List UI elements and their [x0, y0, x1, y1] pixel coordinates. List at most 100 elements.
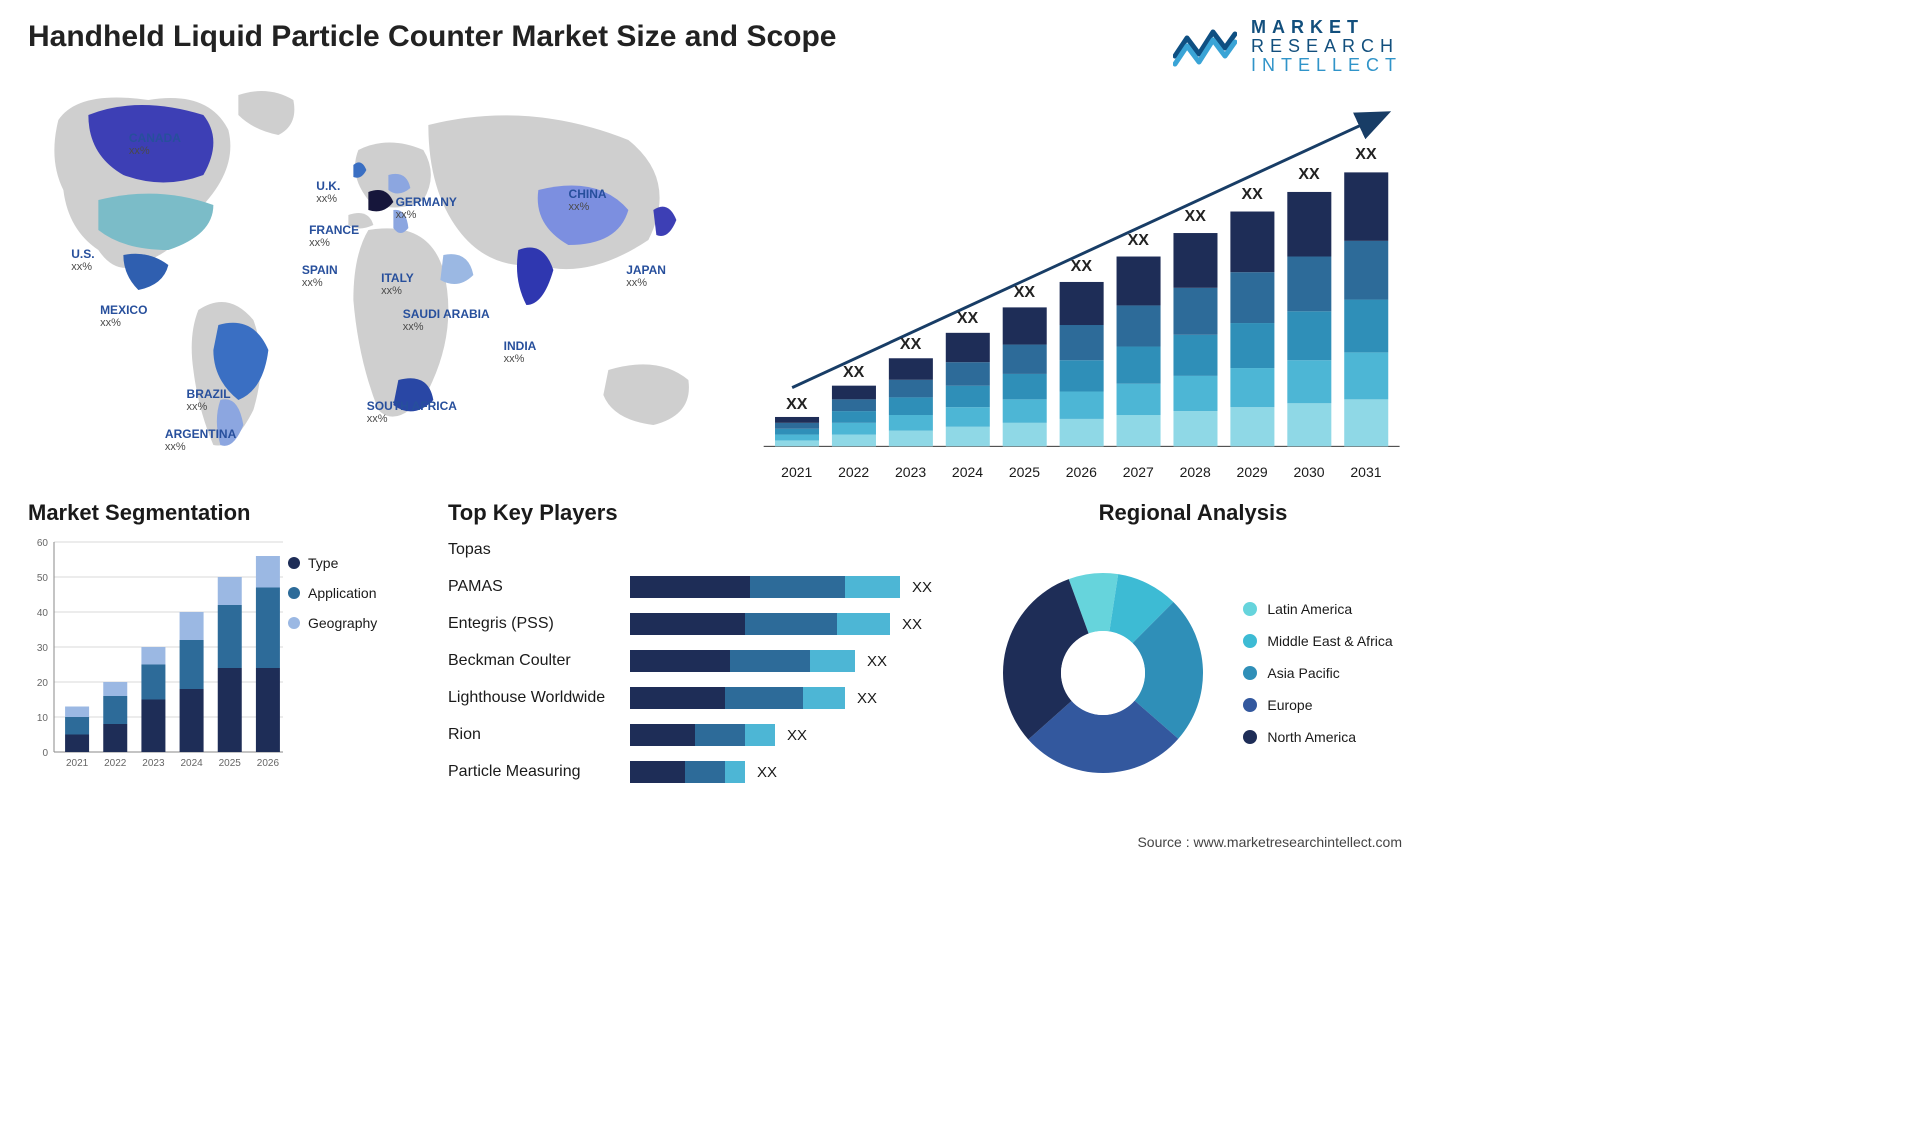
segmentation-title: Market Segmentation [28, 500, 418, 526]
growth-bar-label-2027: XX [1128, 232, 1149, 250]
logo-mark-icon [1173, 24, 1237, 68]
map-label-u-k-: U.K.xx% [316, 180, 340, 205]
player-name: Entegris (PSS) [448, 615, 618, 633]
player-value: XX [757, 764, 787, 781]
player-value: XX [912, 579, 942, 596]
map-label-italy: ITALYxx% [381, 272, 414, 297]
growth-bar-label-2031: XX [1355, 146, 1376, 164]
player-bar [630, 687, 845, 709]
growth-year-2022: 2022 [838, 464, 869, 480]
growth-chart: XX 2021 XX 2022 XX 2023 XX 2024 XX 2025 XX 2026 XX 20… [749, 80, 1414, 480]
player-row: Rion XX [448, 721, 942, 749]
growth-bar-label-2022: XX [843, 364, 864, 382]
svg-text:40: 40 [37, 608, 49, 619]
growth-bar-label-2028: XX [1185, 208, 1206, 226]
source-attribution: Source : www.marketresearchintellect.com [1137, 834, 1402, 850]
player-row: Entegris (PSS) XX [448, 610, 942, 638]
growth-year-2031: 2031 [1350, 464, 1381, 480]
svg-text:50: 50 [37, 573, 49, 584]
map-label-brazil: BRAZILxx% [187, 388, 231, 413]
growth-bar-label-2023: XX [900, 336, 921, 354]
growth-year-2028: 2028 [1180, 464, 1211, 480]
svg-text:2022: 2022 [104, 758, 127, 769]
regional-panel: Regional Analysis Latin America Middle Ea… [972, 500, 1414, 810]
growth-year-2030: 2030 [1293, 464, 1324, 480]
map-label-saudi-arabia: SAUDI ARABIAxx% [403, 308, 490, 333]
segmentation-legend-item: Geography [288, 615, 377, 631]
svg-text:2026: 2026 [257, 758, 280, 769]
svg-text:0: 0 [42, 748, 48, 759]
svg-text:2025: 2025 [219, 758, 242, 769]
players-list: TopasPAMASXXEntegris (PSS)XXBeckman Coul… [448, 536, 942, 786]
player-bar [630, 724, 775, 746]
player-value: XX [902, 616, 932, 633]
svg-text:2024: 2024 [180, 758, 203, 769]
growth-bar-label-2030: XX [1298, 166, 1319, 184]
svg-text:30: 30 [37, 643, 49, 654]
growth-year-2024: 2024 [952, 464, 983, 480]
player-row: Lighthouse Worldwide XX [448, 684, 942, 712]
players-panel: Top Key Players TopasPAMASXXEntegris (PS… [448, 500, 942, 810]
map-label-argentina: ARGENTINAxx% [165, 428, 236, 453]
map-label-france: FRANCExx% [309, 224, 359, 249]
regional-legend-item: Europe [1243, 697, 1392, 713]
segmentation-chart: 0 10 20 30 40 50 60 2021 2022 2023 2024 2025 2026 [28, 536, 283, 776]
regional-legend-item: Latin America [1243, 601, 1392, 617]
svg-text:20: 20 [37, 678, 49, 689]
svg-text:10: 10 [37, 713, 49, 724]
map-label-spain: SPAINxx% [302, 264, 338, 289]
player-value: XX [857, 690, 887, 707]
regional-donut-chart [993, 563, 1213, 783]
player-bar [630, 650, 855, 672]
regional-title: Regional Analysis [972, 500, 1414, 526]
player-row: Beckman Coulter XX [448, 647, 942, 675]
segmentation-legend: Type Application Geography [288, 555, 377, 631]
player-name: PAMAS [448, 578, 618, 596]
player-name: Beckman Coulter [448, 652, 618, 670]
growth-year-2023: 2023 [895, 464, 926, 480]
logo-text-1: MARKET [1251, 18, 1402, 37]
world-map: CANADAxx%U.S.xx%MEXICOxx%BRAZILxx%ARGENT… [28, 80, 749, 480]
player-bar [630, 613, 890, 635]
logo-text-2: RESEARCH [1251, 37, 1402, 56]
player-row: Topas [448, 536, 942, 564]
player-name: Particle Measuring [448, 763, 618, 781]
regional-legend-item: North America [1243, 729, 1392, 745]
growth-year-2021: 2021 [781, 464, 812, 480]
brand-logo: MARKET RESEARCH INTELLECT [1173, 18, 1402, 75]
segmentation-legend-item: Type [288, 555, 377, 571]
growth-bar-label-2026: XX [1071, 258, 1092, 276]
growth-year-2026: 2026 [1066, 464, 1097, 480]
map-label-south-africa: SOUTH AFRICAxx% [367, 400, 457, 425]
growth-bar-label-2025: XX [1014, 284, 1035, 302]
growth-year-2025: 2025 [1009, 464, 1040, 480]
growth-bar-label-2029: XX [1241, 186, 1262, 204]
logo-text-3: INTELLECT [1251, 56, 1402, 75]
svg-text:60: 60 [37, 538, 49, 549]
growth-bar-label-2021: XX [786, 396, 807, 414]
player-name: Topas [448, 541, 618, 559]
player-bar [630, 576, 900, 598]
page: Handheld Liquid Particle Counter Market … [0, 0, 1442, 860]
map-label-germany: GERMANYxx% [396, 196, 457, 221]
growth-year-2029: 2029 [1237, 464, 1268, 480]
players-title: Top Key Players [448, 500, 942, 526]
svg-text:2021: 2021 [66, 758, 89, 769]
map-label-japan: JAPANxx% [626, 264, 666, 289]
segmentation-legend-item: Application [288, 585, 377, 601]
player-value: XX [867, 653, 897, 670]
svg-text:2023: 2023 [142, 758, 165, 769]
growth-bar-label-2024: XX [957, 310, 978, 328]
map-label-canada: CANADAxx% [129, 132, 181, 157]
segmentation-panel: Market Segmentation 0 10 20 30 40 50 60 2021 202… [28, 500, 418, 810]
player-row: PAMAS XX [448, 573, 942, 601]
player-value: XX [787, 727, 817, 744]
player-name: Lighthouse Worldwide [448, 689, 618, 707]
regional-legend: Latin AmericaMiddle East & AfricaAsia Pa… [1243, 601, 1392, 745]
map-label-india: INDIAxx% [504, 340, 537, 365]
map-label-mexico: MEXICOxx% [100, 304, 147, 329]
player-bar [630, 761, 745, 783]
player-name: Rion [448, 726, 618, 744]
player-row: Particle Measuring XX [448, 758, 942, 786]
regional-legend-item: Middle East & Africa [1243, 633, 1392, 649]
